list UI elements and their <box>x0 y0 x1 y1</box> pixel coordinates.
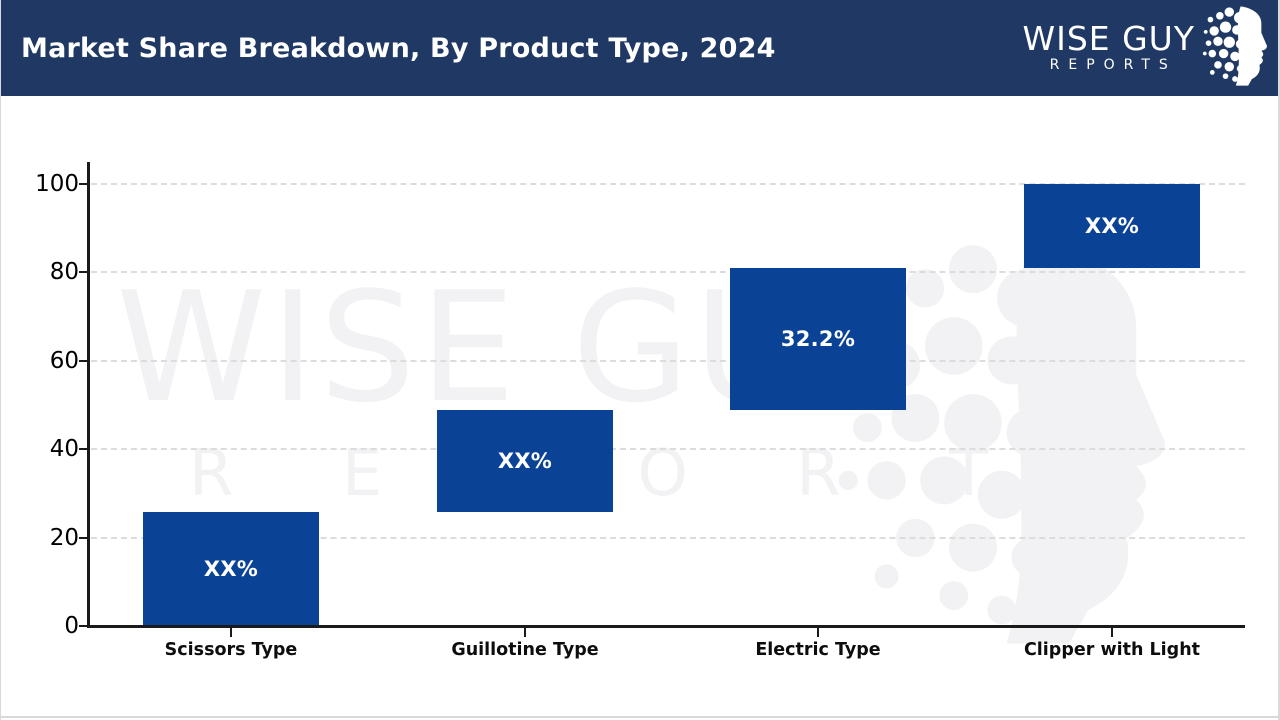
gridline-80 <box>91 271 1245 274</box>
wiseguy-logo: WISE GUY REPORTS <box>1022 6 1267 86</box>
y-axis-line <box>87 162 90 628</box>
watermark-subtext: R E P O R T S <box>189 437 1182 511</box>
y-tick-label-0: 0 <box>64 613 79 639</box>
y-tick-mark-20 <box>79 536 87 539</box>
y-tick-label-20: 20 <box>49 524 79 551</box>
chart-header: Market Share Breakdown, By Product Type,… <box>1 0 1278 96</box>
y-tick-mark-40 <box>79 448 87 451</box>
logo-text: WISE GUY REPORTS <box>1022 20 1195 72</box>
x-tick-mark-3 <box>1111 628 1113 637</box>
x-tick-mark-1 <box>524 628 526 637</box>
page-title: Market Share Breakdown, By Product Type,… <box>21 32 776 64</box>
bar-scissors-type: XX% <box>143 511 319 626</box>
bar-value-label: XX% <box>203 556 259 581</box>
gridline-100 <box>91 183 1245 185</box>
gridline-40 <box>91 448 1245 451</box>
y-tick-label-40: 40 <box>49 436 79 463</box>
gridline-60 <box>91 359 1245 362</box>
x-tick-label-clipper-with-light: Clipper with Light <box>1023 640 1201 660</box>
bar-guillotine-type: XX% <box>437 410 613 512</box>
y-tick-label-100: 100 <box>35 171 79 197</box>
bar-clipper-with-light: XX% <box>1024 184 1200 268</box>
x-tick-label-guillotine-type: Guillotine Type <box>451 640 599 660</box>
y-tick-mark-80 <box>79 271 87 274</box>
x-tick-label-electric-type: Electric Type <box>755 640 881 660</box>
x-tick-label-scissors-type: Scissors Type <box>164 640 298 660</box>
y-tick-label-60: 60 <box>49 347 79 374</box>
bar-value-label: XX% <box>497 449 553 474</box>
x-tick-mark-2 <box>817 628 819 637</box>
y-tick-mark-0 <box>79 625 87 627</box>
gridline-20 <box>91 536 1245 539</box>
x-tick-mark-0 <box>230 628 232 637</box>
bar-value-label: XX% <box>1084 213 1140 238</box>
y-tick-mark-100 <box>79 183 87 185</box>
bar-electric-type: 32.2% <box>730 267 906 411</box>
logo-subtext: REPORTS <box>1049 56 1177 73</box>
bar-value-label: 32.2% <box>780 327 856 352</box>
logo-wordmark: WISE GUY <box>1022 19 1195 59</box>
y-tick-label-80: 80 <box>49 259 79 286</box>
y-tick-mark-60 <box>79 359 87 362</box>
x-axis-line <box>87 625 1245 628</box>
